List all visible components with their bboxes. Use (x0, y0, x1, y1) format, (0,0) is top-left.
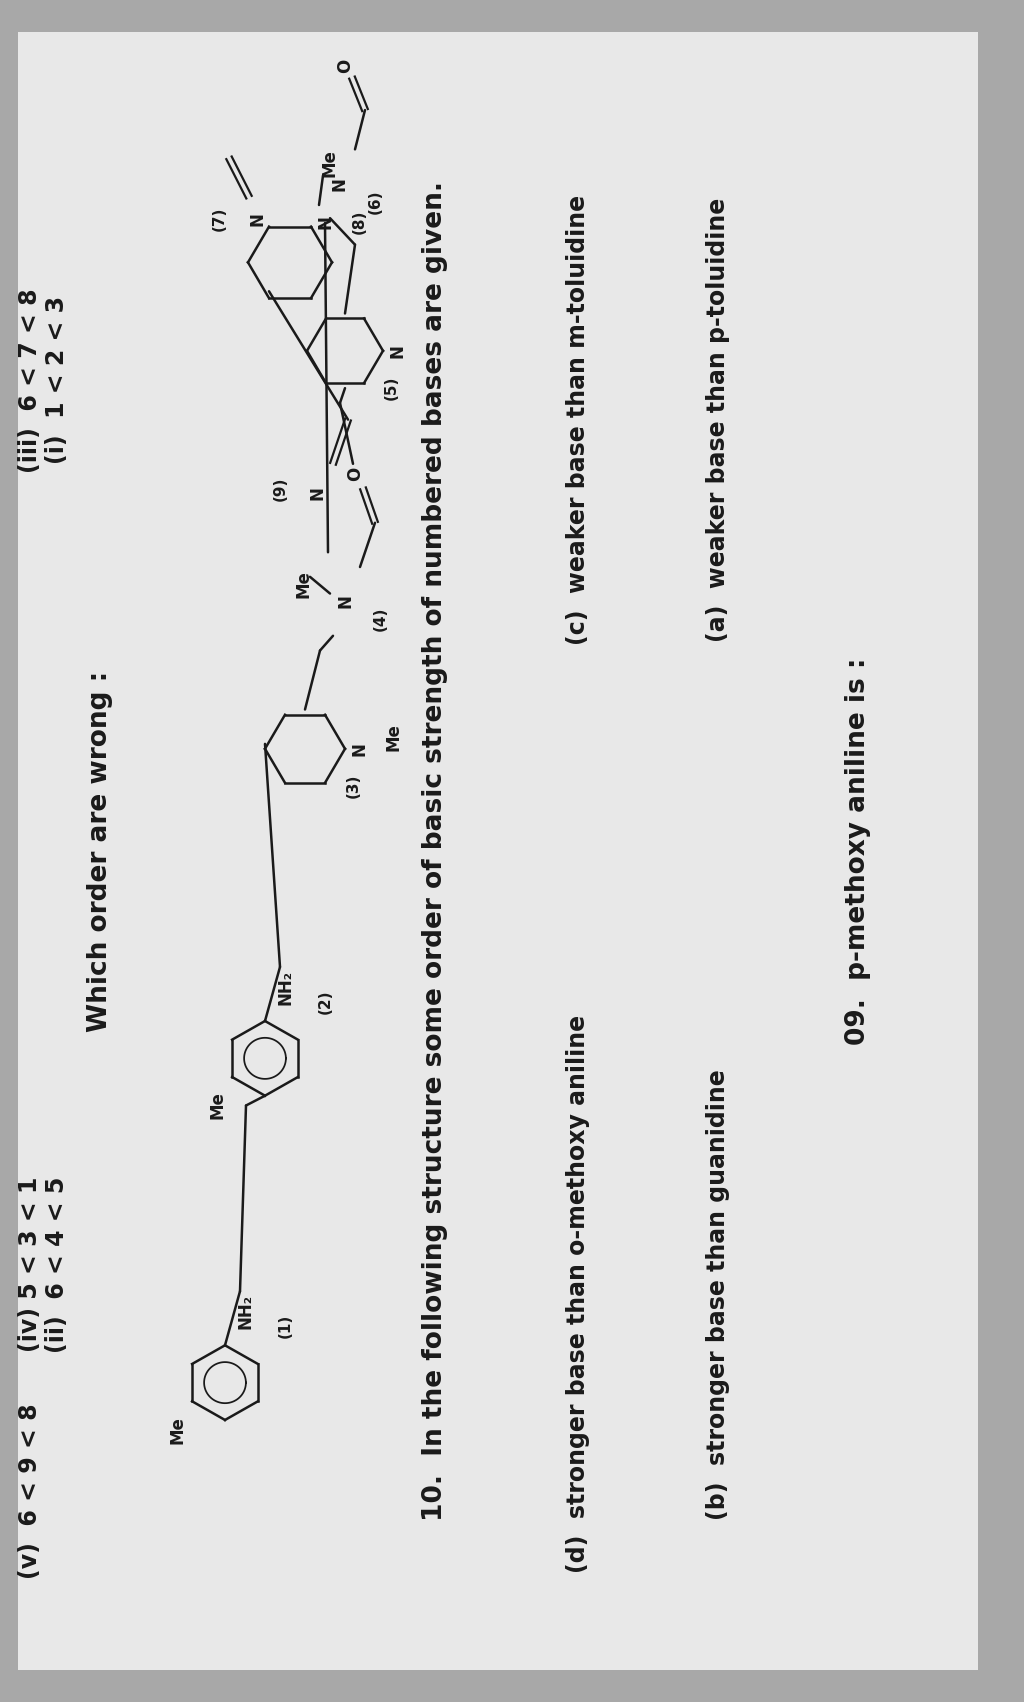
Text: (1): (1) (278, 1314, 293, 1338)
Text: NH₂: NH₂ (236, 1295, 254, 1329)
Text: Me: Me (294, 570, 312, 597)
Text: (2): (2) (317, 989, 333, 1014)
Text: (v)  6 < 9 < 8: (v) 6 < 9 < 8 (18, 1402, 42, 1578)
Text: (c)  weaker base than m-toluidine: (c) weaker base than m-toluidine (566, 194, 590, 645)
Text: Which order are wrong :: Which order are wrong : (87, 671, 113, 1031)
Text: (b)  stronger base than guanidine: (b) stronger base than guanidine (706, 1069, 730, 1520)
Text: (d)  stronger base than o-methoxy aniline: (d) stronger base than o-methoxy aniline (566, 1014, 590, 1573)
Text: N: N (388, 344, 406, 357)
Text: Me: Me (208, 1091, 226, 1120)
Text: N: N (350, 742, 368, 756)
Text: NH₂: NH₂ (276, 970, 294, 1006)
Text: (3): (3) (345, 774, 360, 798)
Text: (6): (6) (368, 189, 383, 214)
Text: (8): (8) (351, 209, 367, 233)
Text: (iii)  6 < 7 < 8: (iii) 6 < 7 < 8 (18, 288, 42, 473)
Text: N: N (309, 487, 327, 500)
Text: Me: Me (384, 723, 402, 751)
Text: (4): (4) (373, 608, 387, 631)
Text: N: N (336, 594, 354, 608)
Text: Me: Me (319, 148, 338, 177)
Text: (ii)  6 < 4 < 5: (ii) 6 < 4 < 5 (45, 1176, 69, 1353)
Text: (iv) 5 < 3 < 1: (iv) 5 < 3 < 1 (18, 1178, 42, 1353)
Text: O: O (346, 466, 364, 480)
Text: (i)  1 < 2 < 3: (i) 1 < 2 < 3 (45, 296, 69, 465)
Text: N: N (316, 214, 334, 228)
Text: O: O (336, 58, 354, 73)
Text: 10.  In the following structure some order of basic strength of numbered bases a: 10. In the following structure some orde… (422, 180, 449, 1522)
Text: (7): (7) (212, 206, 226, 231)
Text: (a)  weaker base than p-toluidine: (a) weaker base than p-toluidine (706, 197, 730, 642)
Text: Me: Me (168, 1416, 186, 1443)
Text: N: N (248, 211, 266, 226)
Text: (9): (9) (272, 477, 288, 500)
Text: (5): (5) (384, 376, 398, 400)
Text: N: N (331, 177, 349, 191)
Text: 09.  p-methoxy aniline is :: 09. p-methoxy aniline is : (845, 657, 871, 1045)
